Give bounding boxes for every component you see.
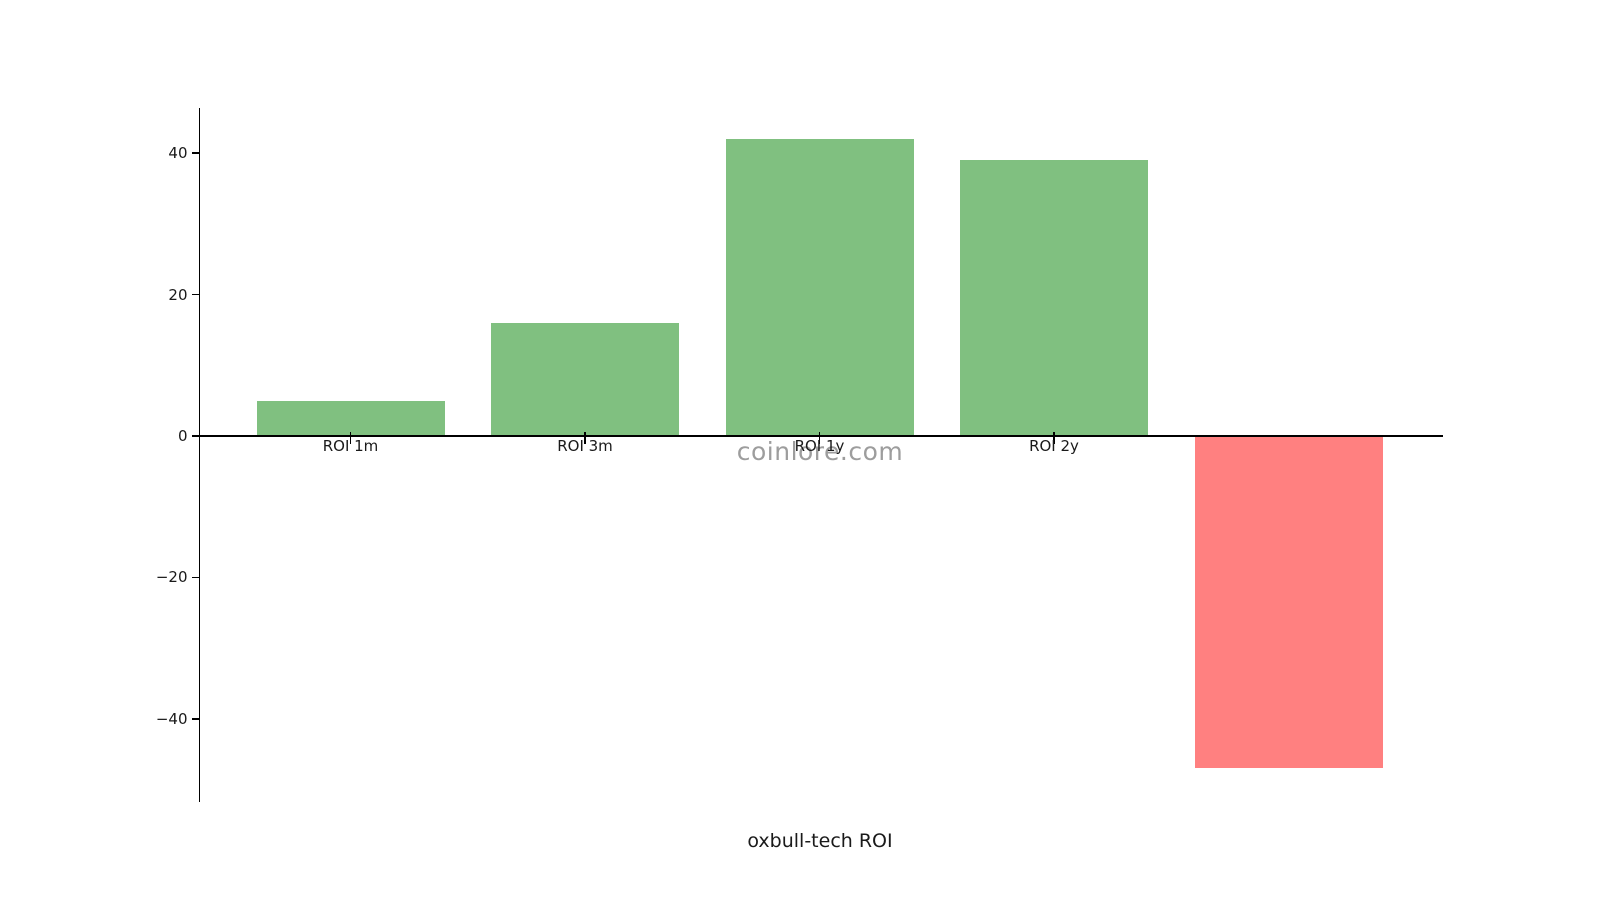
x-axis-zero-line <box>198 435 1443 437</box>
y-tick-mark <box>191 152 199 154</box>
y-tick-label--40: −40 <box>155 709 188 728</box>
bar-roi-2y <box>960 160 1148 436</box>
y-tick-mark <box>191 435 199 437</box>
x-tick-mark <box>818 432 821 444</box>
bar-roi-1y <box>725 139 914 436</box>
chart-title: oxbull-tech ROI <box>747 830 893 852</box>
y-tick-mark <box>191 293 199 296</box>
y-tick-mark <box>191 576 199 579</box>
y-tick-label-40: 40 <box>168 143 188 162</box>
bar-roi-3m <box>491 322 679 436</box>
y-tick-label--20: −20 <box>155 568 188 587</box>
y-tick-label-20: 20 <box>168 285 188 304</box>
bar-unlabeled-5 <box>1194 435 1383 769</box>
x-tick-label-roi-2y: ROI 2y <box>1029 437 1079 455</box>
y-tick-mark <box>191 718 199 720</box>
y-axis-line <box>198 108 200 802</box>
bar-roi-1m <box>256 400 445 436</box>
x-tick-label-roi-1m: ROI 1m <box>322 437 379 455</box>
x-tick-mark <box>349 432 352 444</box>
x-tick-mark <box>1053 432 1055 444</box>
x-tick-label-roi-1y: ROI 1y <box>794 437 845 455</box>
x-tick-label-roi-3m: ROI 3m <box>557 437 613 455</box>
y-tick-label-0: 0 <box>177 426 188 445</box>
x-tick-mark <box>584 432 586 444</box>
